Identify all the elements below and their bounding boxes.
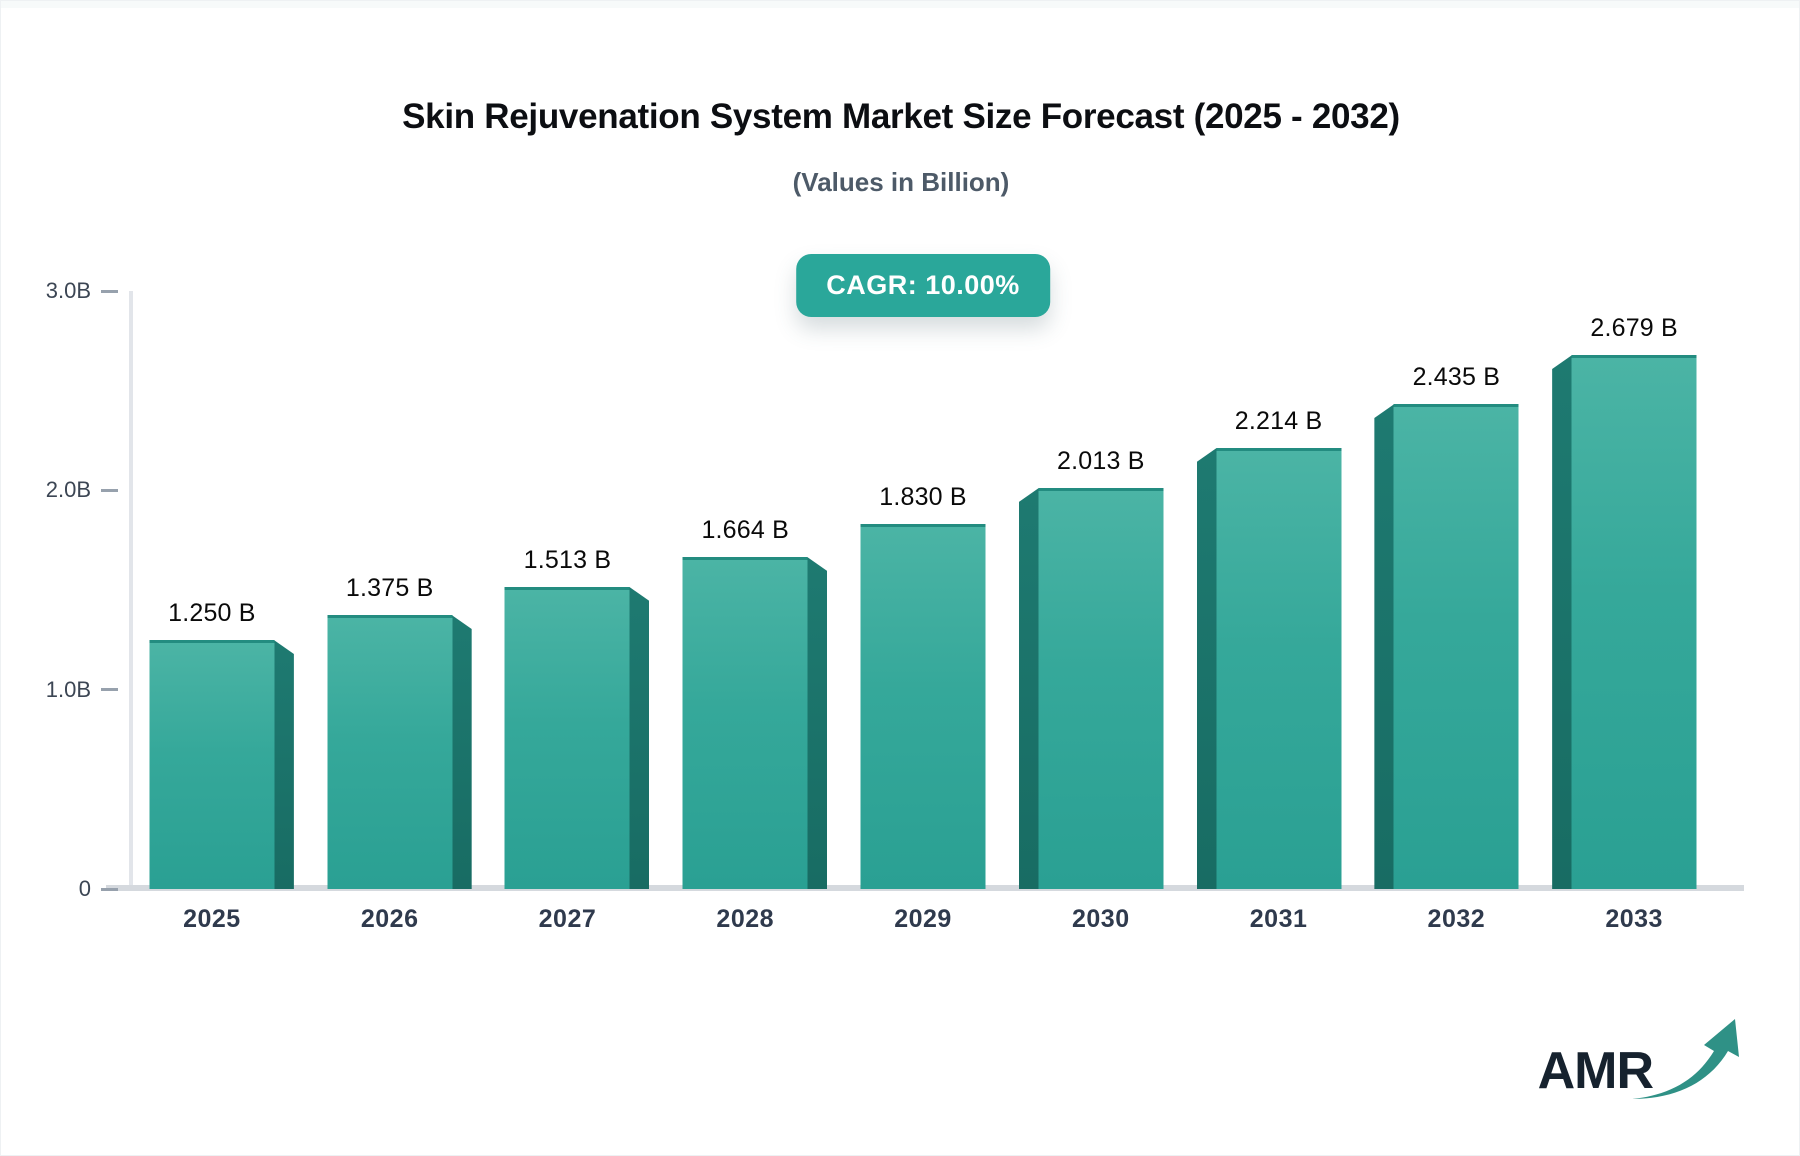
bar-2029 <box>860 524 986 889</box>
top-strip <box>1 1 1799 8</box>
bar-group-2030: 2.013 B 2030 <box>1012 291 1190 933</box>
bar-2025 <box>149 640 275 889</box>
bar-value-label-2032: 2.435 B <box>1412 363 1501 391</box>
bar-3d-side <box>1552 355 1573 889</box>
chart-title: Skin Rejuvenation System Market Size For… <box>402 97 1400 136</box>
bar-value-label-2030: 2.013 B <box>1057 447 1145 475</box>
bar-value-label-2031: 2.214 B <box>1234 407 1323 435</box>
bar-3d-side <box>1374 404 1395 889</box>
ytick-dash-3.0B <box>101 289 118 293</box>
bar-2026 <box>327 615 453 889</box>
x-axis-label-2030: 2030 <box>1071 905 1130 933</box>
x-axis-label-2031: 2031 <box>1249 905 1308 933</box>
bar-group-2026: 1.375 B 2026 <box>301 291 479 933</box>
bar-group-2025: 1.250 B 2025 <box>123 291 301 933</box>
bar-value-label-2029: 1.830 B <box>879 483 967 511</box>
bar-3d-side <box>629 587 650 889</box>
ytick-label-0: 0 <box>78 876 91 901</box>
bar-group-2029: 1.830 B 2029 <box>834 291 1012 933</box>
x-axis-label-2026: 2026 <box>360 905 419 933</box>
x-axis-label-2027: 2027 <box>538 905 597 933</box>
bar-group-2031: 2.214 B 2031 <box>1190 291 1368 933</box>
ytick-label-2.0B: 2.0B <box>45 477 91 503</box>
bar-2028 <box>682 557 808 889</box>
bar-value-label-2026: 1.375 B <box>345 574 434 602</box>
bar-3d-side <box>273 640 294 889</box>
x-axis-label-2029: 2029 <box>894 905 952 933</box>
ytick-dash-2.0B <box>101 488 118 492</box>
bar-group-2028: 1.664 B 2028 <box>656 291 834 933</box>
ytick-dash-0 <box>101 887 118 891</box>
bar-2032 <box>1393 404 1519 889</box>
x-axis-label-2025: 2025 <box>183 905 241 933</box>
x-axis-label-2032: 2032 <box>1427 905 1486 933</box>
cagr-badge: CAGR: 10.00% <box>796 254 1050 317</box>
bar-3d-side <box>1018 488 1039 889</box>
bar-value-label-2033: 2.679 B <box>1590 314 1678 342</box>
bar-group-2027: 1.513 B 2027 <box>479 291 657 933</box>
bar-value-label-2028: 1.664 B <box>701 516 790 544</box>
ytick-label-1.0B: 1.0B <box>45 676 91 702</box>
bar-2031 <box>1216 448 1342 889</box>
bar-value-label-2027: 1.513 B <box>523 546 612 574</box>
bar-2030 <box>1038 488 1164 889</box>
chart-subtitle: (Values in Billion) <box>792 167 1010 197</box>
y-axis-line <box>129 291 133 891</box>
x-axis-label-2028: 2028 <box>716 905 775 933</box>
growth-arrow-icon <box>1632 1019 1739 1099</box>
plot-area: 1.250 B 2025 1.375 B 2026 1.513 B 2027 1.664 B… <box>123 291 1723 933</box>
bar-group-2032: 2.435 B 2032 <box>1367 291 1545 933</box>
bar-2027 <box>504 587 630 889</box>
ytick-label-3.0B: 3.0B <box>45 278 91 303</box>
amr-logo-text: AMR <box>1537 1042 1654 1100</box>
bar-2033 <box>1571 355 1697 889</box>
x-axis-label-2033: 2033 <box>1605 905 1663 933</box>
bar-3d-side <box>1196 448 1217 889</box>
bar-group-2033: 2.679 B 2033 <box>1545 291 1723 933</box>
bar-3d-side <box>807 557 828 889</box>
amr-logo: AMR <box>1537 1015 1741 1100</box>
bar-value-label-2025: 1.250 B <box>168 599 256 627</box>
bar-3d-side <box>451 615 472 889</box>
ytick-dash-1.0B <box>101 688 118 692</box>
